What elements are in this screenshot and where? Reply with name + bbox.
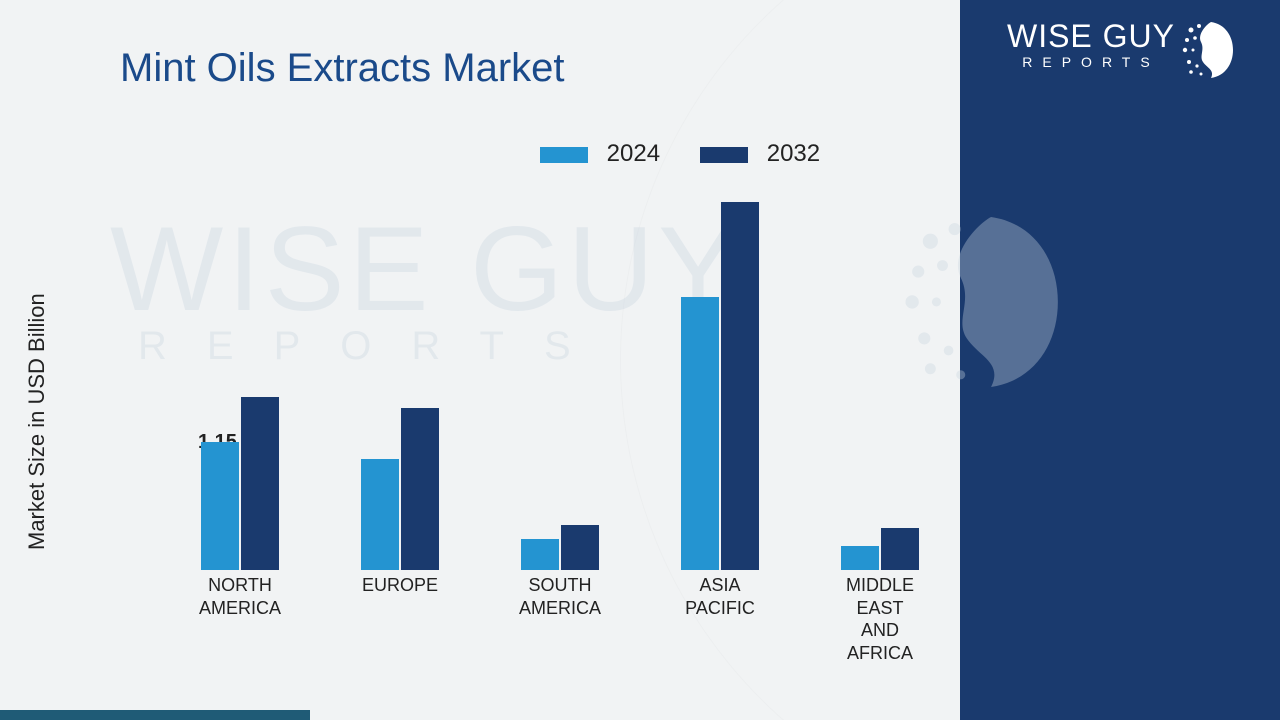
y-axis-label: Market Size in USD Billion xyxy=(24,293,50,550)
stage: WISE GUY REPORTS Mint Oils Extracts Mark… xyxy=(0,0,1280,720)
bar-group xyxy=(160,180,320,570)
chart-area: Market Size in USD Billion 2024 2032 1.1… xyxy=(60,140,940,680)
bar-group xyxy=(640,180,800,570)
category-label: ASIAPACIFIC xyxy=(640,574,800,619)
category-label: EUROPE xyxy=(320,574,480,597)
category-label: MIDDLEEASTANDAFRICA xyxy=(800,574,960,664)
bar xyxy=(561,525,599,570)
legend-item-2032: 2032 xyxy=(700,140,820,168)
bar xyxy=(681,297,719,570)
legend-label-2032: 2032 xyxy=(767,140,820,167)
bar-group xyxy=(320,180,480,570)
bar xyxy=(721,202,759,570)
plot-area: 1.15 xyxy=(140,180,940,570)
bar xyxy=(841,546,879,571)
logo-sub: REPORTS xyxy=(1007,54,1175,70)
bar-group xyxy=(800,180,960,570)
page-title: Mint Oils Extracts Market xyxy=(120,46,565,91)
logo-head-icon xyxy=(1181,20,1237,82)
bar xyxy=(521,539,559,570)
legend-swatch-2024 xyxy=(540,147,588,163)
bar xyxy=(361,459,399,570)
logo-main: WISE GUY xyxy=(1007,20,1175,52)
bar xyxy=(201,442,239,570)
legend-label-2024: 2024 xyxy=(607,140,660,167)
bar-group xyxy=(480,180,640,570)
legend-item-2024: 2024 xyxy=(540,140,660,168)
footer-accent-bar xyxy=(0,710,310,720)
bar xyxy=(241,397,279,570)
bar xyxy=(881,528,919,570)
bar xyxy=(401,408,439,570)
legend-swatch-2032 xyxy=(700,147,748,163)
category-label: SOUTHAMERICA xyxy=(480,574,640,619)
brand-logo: WISE GUY REPORTS xyxy=(992,20,1252,82)
legend: 2024 2032 xyxy=(540,140,820,168)
category-label: NORTHAMERICA xyxy=(160,574,320,619)
